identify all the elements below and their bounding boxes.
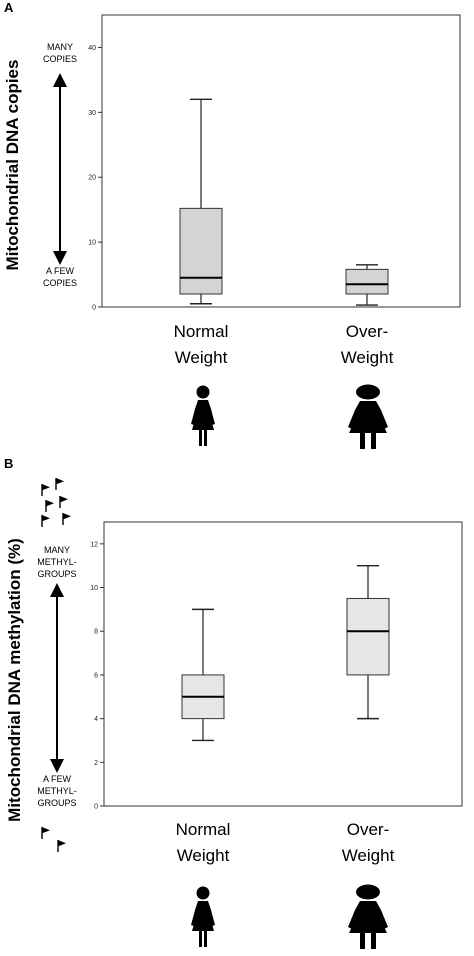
y-axis-label: Mitochondrial DNA copies [3, 60, 22, 271]
flags-many-icon [41, 477, 72, 528]
box [346, 597, 390, 676]
y-tick-label: 10 [90, 585, 98, 592]
flags-few-icon [41, 826, 67, 853]
plot-frame [103, 521, 463, 807]
box [179, 207, 223, 295]
panel-b-annotation: MANY METHYL-GROUPS A FEW METHYL-GROUPS [37, 545, 77, 808]
category-labels-b: Normal Weight Over-Weight [176, 820, 395, 865]
y-tick-label: 8 [94, 629, 98, 636]
woman-slim-icon [191, 886, 215, 947]
box-plot-b: 0 2 4 6 8 10 12 [90, 521, 463, 811]
y-tick-label: 4 [94, 716, 98, 723]
y-tick-label: 30 [88, 110, 96, 117]
panel-b-label: B [4, 456, 13, 471]
y-tick-label: 10 [88, 240, 96, 247]
panel-a-annotation: MANY COPIES A FEW COPIES [43, 42, 77, 288]
box [345, 268, 389, 295]
annotation-bottom: A FEW COPIES [43, 266, 77, 288]
y-tick-label: 0 [94, 804, 98, 811]
woman-slim-icon [191, 385, 215, 446]
y-tick-label: 12 [90, 541, 98, 548]
y-tick-label: 40 [88, 45, 96, 52]
y-axis-label: Mitochondrial DNA methylation (%) [5, 538, 24, 822]
y-tick-label: 20 [88, 175, 96, 182]
category-label: Normal Weight [174, 322, 229, 367]
category-labels-a: Normal Weight Over-Weight [174, 322, 394, 367]
panel-a-label: A [4, 0, 14, 15]
panel-a-ylabel: Mitochondrial DNA copies [3, 60, 22, 271]
woman-overweight-icon [348, 884, 388, 949]
category-label: Over-Weight [342, 820, 395, 865]
y-tick-label: 6 [94, 672, 98, 679]
woman-overweight-icon [348, 384, 388, 449]
category-label: Over-Weight [341, 322, 394, 367]
y-tick-label: 2 [94, 760, 98, 767]
category-label: Normal Weight [176, 820, 231, 865]
annotation-top: MANY METHYL-GROUPS [37, 545, 77, 579]
annotation-top: MANY COPIES [43, 42, 77, 64]
box-plot-a: 0 10 20 30 40 [88, 14, 461, 312]
annotation-bottom: A FEW METHYL-GROUPS [37, 774, 77, 808]
y-tick-label: 0 [92, 305, 96, 312]
plot-frame [101, 14, 461, 308]
